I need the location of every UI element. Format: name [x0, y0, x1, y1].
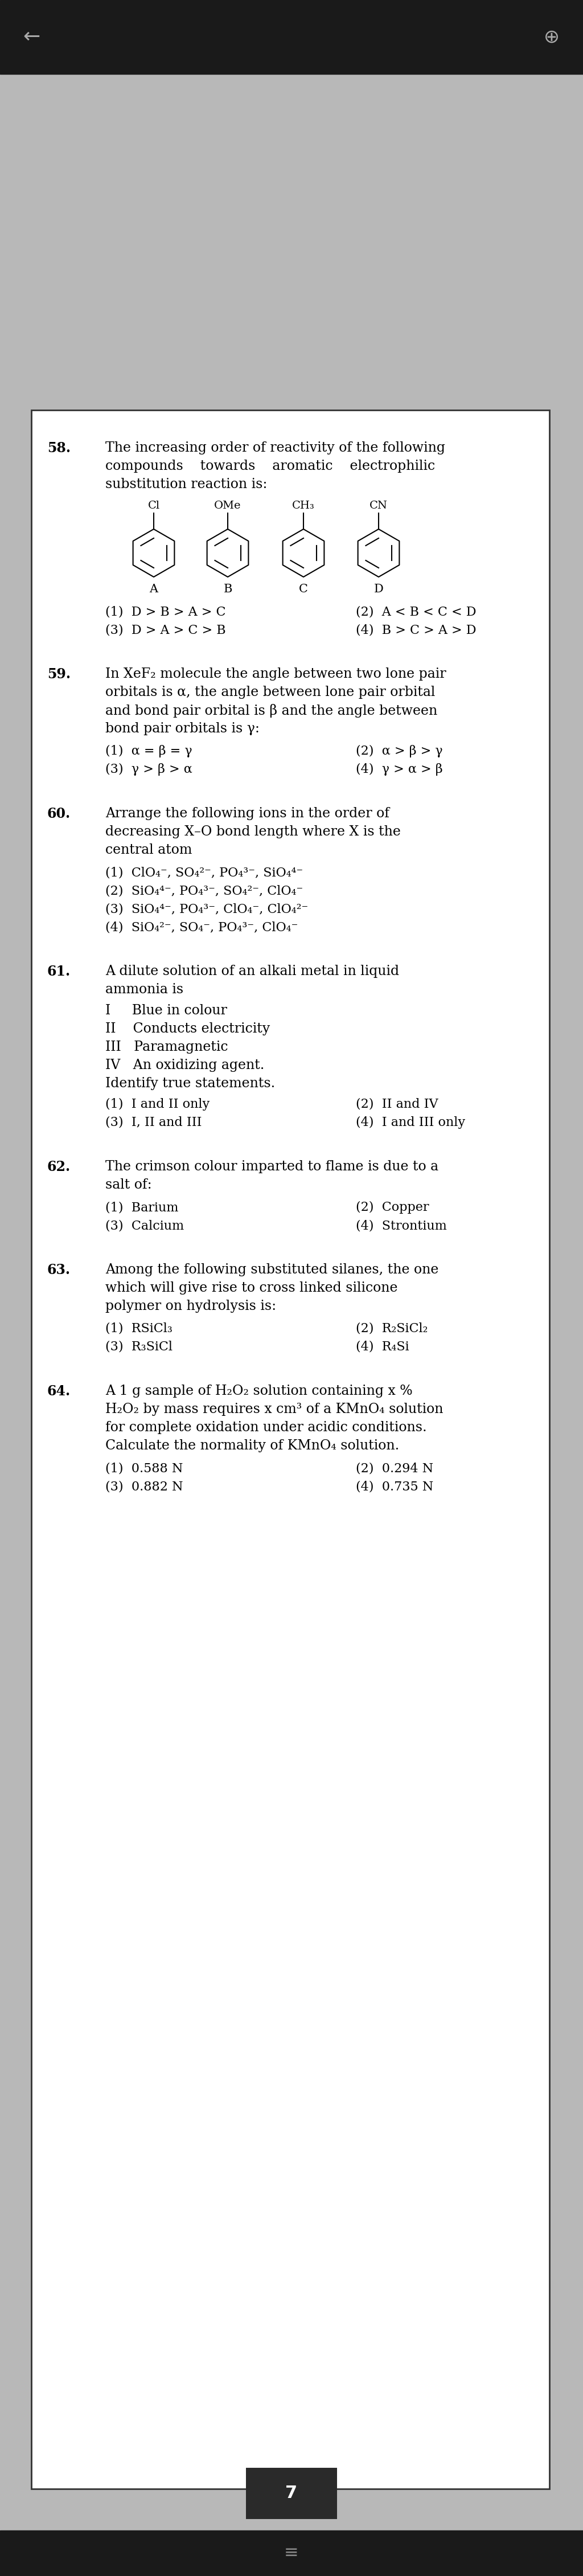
Text: 63.: 63.: [47, 1262, 71, 1278]
Text: (1)  I and II only: (1) I and II only: [106, 1097, 210, 1110]
Text: (1)  ClO₄⁻, SO₄²⁻, PO₄³⁻, SiO₄⁴⁻: (1) ClO₄⁻, SO₄²⁻, PO₄³⁻, SiO₄⁴⁻: [106, 866, 303, 878]
Text: (2)  α > β > γ: (2) α > β > γ: [356, 744, 442, 757]
Text: 61.: 61.: [47, 966, 71, 979]
Text: bond pair orbitals is γ:: bond pair orbitals is γ:: [106, 721, 259, 734]
Text: which will give rise to cross linked silicone: which will give rise to cross linked sil…: [106, 1280, 398, 1296]
Text: Cl: Cl: [147, 500, 160, 510]
Text: The increasing order of reactivity of the following: The increasing order of reactivity of th…: [106, 440, 445, 453]
Text: A dilute solution of an alkali metal in liquid: A dilute solution of an alkali metal in …: [106, 966, 399, 979]
Text: (2)  SiO₄⁴⁻, PO₄³⁻, SO₄²⁻, ClO₄⁻: (2) SiO₄⁴⁻, PO₄³⁻, SO₄²⁻, ClO₄⁻: [106, 884, 303, 896]
Text: (4)  I and III only: (4) I and III only: [356, 1115, 465, 1128]
Text: In XeF₂ molecule the angle between two lone pair: In XeF₂ molecule the angle between two l…: [106, 667, 446, 680]
Text: (4)  Strontium: (4) Strontium: [356, 1218, 447, 1231]
Text: salt of:: salt of:: [106, 1177, 152, 1193]
Text: and bond pair orbital is β and the angle between: and bond pair orbital is β and the angle…: [106, 703, 437, 719]
Text: Among the following substituted silanes, the one: Among the following substituted silanes,…: [106, 1262, 438, 1275]
Text: H₂O₂ by mass requires x cm³ of a KMnO₄ solution: H₂O₂ by mass requires x cm³ of a KMnO₄ s…: [106, 1404, 443, 1417]
Text: (1)  Barium: (1) Barium: [106, 1200, 178, 1213]
Text: (4)  B > C > A > D: (4) B > C > A > D: [356, 623, 476, 636]
Text: (3)  I, II and III: (3) I, II and III: [106, 1115, 202, 1128]
Text: OMe: OMe: [214, 500, 241, 510]
Text: (2)  R₂SiCl₂: (2) R₂SiCl₂: [356, 1321, 428, 1334]
Text: The crimson colour imparted to flame is due to a: The crimson colour imparted to flame is …: [106, 1159, 438, 1172]
Text: central atom: central atom: [106, 842, 192, 858]
Text: (1)  α = β = γ: (1) α = β = γ: [106, 744, 192, 757]
Text: (4)  R₄Si: (4) R₄Si: [356, 1340, 409, 1352]
Text: decreasing X–O bond length where X is the: decreasing X–O bond length where X is th…: [106, 824, 401, 837]
Bar: [0, 2530, 583, 2576]
Text: orbitals is α, the angle between lone pair orbital: orbitals is α, the angle between lone pa…: [106, 685, 435, 698]
Text: (2)  Copper: (2) Copper: [356, 1200, 429, 1213]
Text: polymer on hydrolysis is:: polymer on hydrolysis is:: [106, 1301, 276, 1314]
Bar: [246, 2468, 337, 2519]
Text: ≡: ≡: [285, 2545, 298, 2561]
Text: (3)  γ > β > α: (3) γ > β > α: [106, 762, 192, 775]
Text: A: A: [149, 585, 158, 595]
Text: (4)  γ > α > β: (4) γ > α > β: [356, 762, 442, 775]
Text: ⊕: ⊕: [544, 28, 560, 46]
Text: for complete oxidation under acidic conditions.: for complete oxidation under acidic cond…: [106, 1422, 427, 1435]
Text: A 1 g sample of H₂O₂ solution containing x %: A 1 g sample of H₂O₂ solution containing…: [106, 1383, 413, 1399]
Text: 62.: 62.: [47, 1159, 71, 1175]
Text: Arrange the following ions in the order of: Arrange the following ions in the order …: [106, 806, 389, 819]
Text: (4)  0.735 N: (4) 0.735 N: [356, 1481, 433, 1492]
Text: (2)  II and IV: (2) II and IV: [356, 1097, 438, 1110]
Text: substitution reaction is:: substitution reaction is:: [106, 477, 267, 492]
Text: 58.: 58.: [47, 440, 71, 456]
Text: compounds    towards    aromatic    electrophilic: compounds towards aromatic electrophilic: [106, 459, 435, 474]
Text: B: B: [223, 585, 232, 595]
Text: 7: 7: [286, 2486, 297, 2501]
Text: Identify true statements.: Identify true statements.: [106, 1077, 275, 1090]
Text: (1)  D > B > A > C: (1) D > B > A > C: [106, 605, 226, 618]
Text: (3)  R₃SiCl: (3) R₃SiCl: [106, 1340, 173, 1352]
Text: (2)  A < B < C < D: (2) A < B < C < D: [356, 605, 476, 618]
Text: I     Blue in colour: I Blue in colour: [106, 1005, 227, 1018]
Bar: [0, 0, 583, 75]
Text: IV   An oxidizing agent.: IV An oxidizing agent.: [106, 1059, 264, 1072]
Text: CN: CN: [370, 500, 388, 510]
Text: D: D: [374, 585, 384, 595]
Bar: [31, 410, 549, 2488]
Text: (1)  0.588 N: (1) 0.588 N: [106, 1463, 183, 1473]
Text: (3)  Calcium: (3) Calcium: [106, 1218, 184, 1231]
Text: C: C: [299, 585, 308, 595]
Text: (3)  D > A > C > B: (3) D > A > C > B: [106, 623, 226, 636]
Text: 59.: 59.: [47, 667, 71, 680]
Text: Calculate the normality of KMnO₄ solution.: Calculate the normality of KMnO₄ solutio…: [106, 1440, 399, 1453]
Text: ammonia is: ammonia is: [106, 984, 184, 997]
Text: (4)  SiO₄²⁻, SO₄⁻, PO₄³⁻, ClO₄⁻: (4) SiO₄²⁻, SO₄⁻, PO₄³⁻, ClO₄⁻: [106, 922, 298, 933]
Text: (3)  SiO₄⁴⁻, PO₄³⁻, ClO₄⁻, ClO₄²⁻: (3) SiO₄⁴⁻, PO₄³⁻, ClO₄⁻, ClO₄²⁻: [106, 902, 308, 914]
Text: III   Paramagnetic: III Paramagnetic: [106, 1041, 228, 1054]
Text: CH₃: CH₃: [292, 500, 315, 510]
Text: (2)  0.294 N: (2) 0.294 N: [356, 1463, 433, 1473]
Text: (1)  RSiCl₃: (1) RSiCl₃: [106, 1321, 173, 1334]
Text: 60.: 60.: [47, 806, 71, 822]
Text: 64.: 64.: [47, 1383, 71, 1399]
Text: II    Conducts electricity: II Conducts electricity: [106, 1023, 270, 1036]
Text: (3)  0.882 N: (3) 0.882 N: [106, 1481, 183, 1492]
Text: ←: ←: [23, 28, 40, 46]
